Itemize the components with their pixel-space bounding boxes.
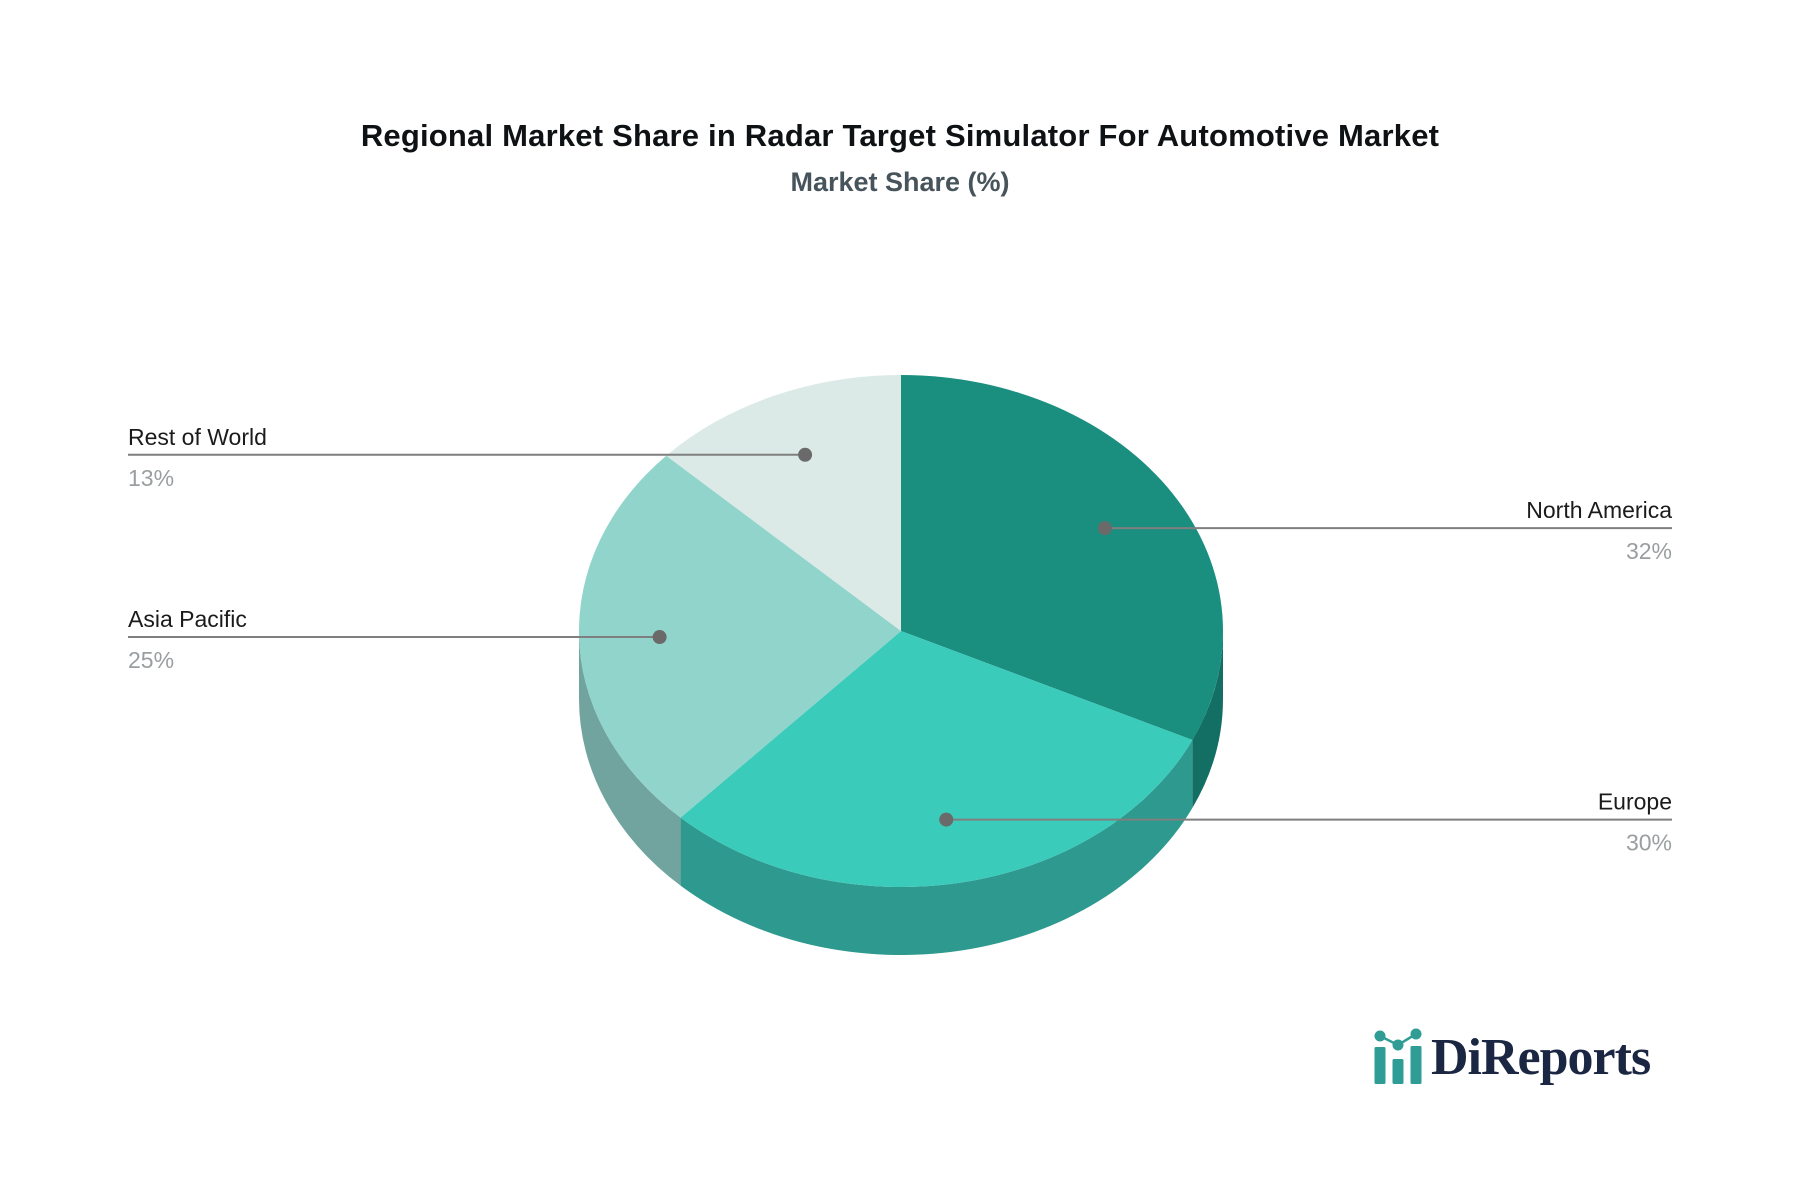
pie-side-europe bbox=[680, 739, 1193, 956]
pie-slice-asia-pacific[interactable] bbox=[579, 455, 901, 818]
leader-dot-rest-of-world bbox=[798, 447, 813, 462]
logo-bar bbox=[1374, 1047, 1386, 1084]
slice-label-rest-of-world: Rest of World bbox=[128, 424, 267, 450]
logo-bar bbox=[1410, 1046, 1422, 1084]
slice-value-europe: 30% bbox=[1626, 830, 1672, 856]
logo-bar bbox=[1392, 1059, 1404, 1084]
leader-dot-asia-pacific bbox=[652, 630, 667, 645]
logo-dot bbox=[1392, 1039, 1404, 1051]
chart-subtitle: Market Share (%) bbox=[790, 167, 1010, 197]
pie-side-north-america bbox=[1192, 631, 1223, 808]
pie-side-asia-pacific bbox=[579, 631, 681, 886]
slice-value-asia-pacific: 25% bbox=[128, 647, 174, 673]
logo-dot bbox=[1410, 1028, 1422, 1040]
slice-label-asia-pacific: Asia Pacific bbox=[128, 606, 247, 632]
pie-slice-north-america[interactable] bbox=[901, 375, 1223, 740]
slice-label-europe: Europe bbox=[1598, 789, 1672, 815]
slice-value-rest-of-world: 13% bbox=[128, 465, 174, 491]
leader-dot-north-america bbox=[1097, 521, 1112, 536]
logo-chart-icon bbox=[1374, 1028, 1422, 1084]
pie-slice-rest-of-world[interactable] bbox=[666, 375, 901, 631]
pie-slice-europe[interactable] bbox=[680, 631, 1193, 888]
leader-dot-europe bbox=[939, 812, 954, 827]
brand-logo: DiReports bbox=[1372, 1026, 1651, 1086]
slice-value-north-america: 32% bbox=[1626, 538, 1672, 564]
logo-dot bbox=[1374, 1030, 1386, 1042]
slice-label-north-america: North America bbox=[1526, 497, 1672, 523]
page-title: Regional Market Share in Radar Target Si… bbox=[360, 118, 1440, 153]
logo-text: DiReports bbox=[1431, 1029, 1651, 1086]
